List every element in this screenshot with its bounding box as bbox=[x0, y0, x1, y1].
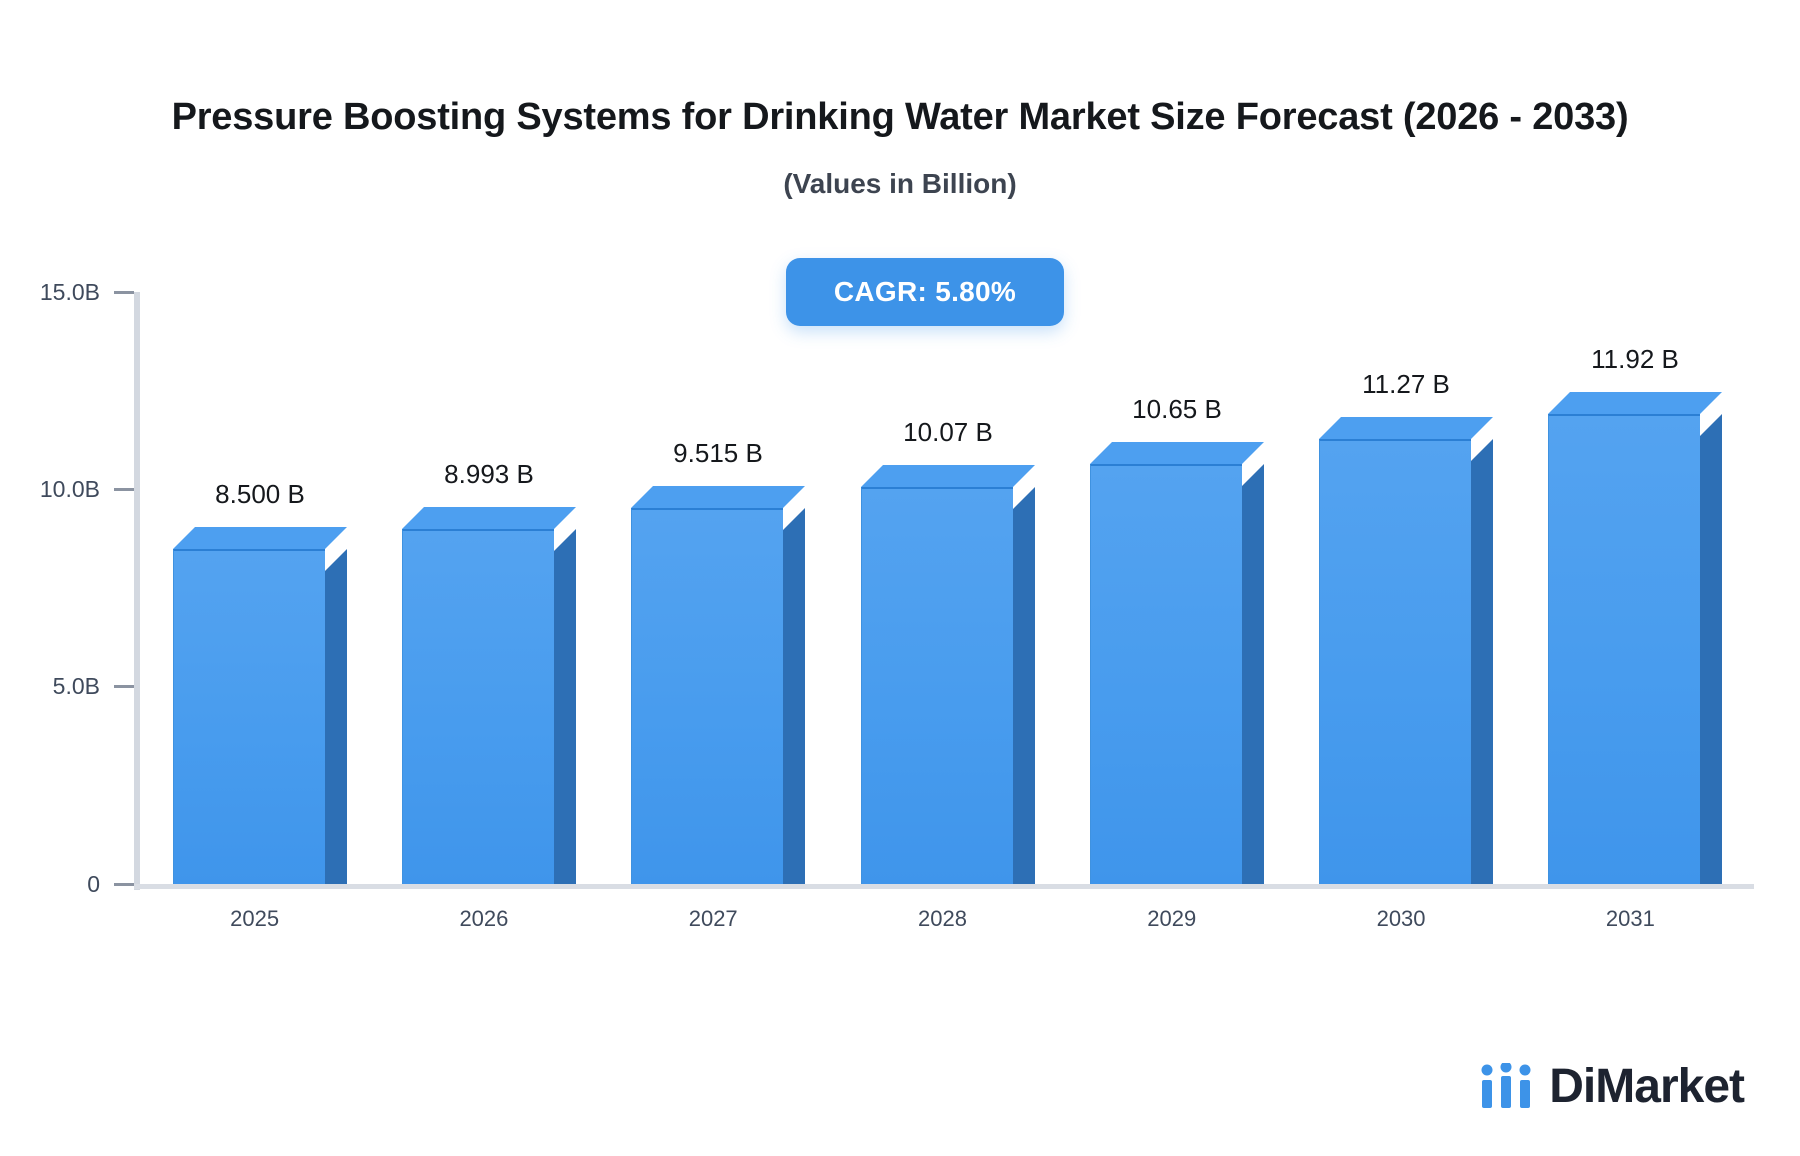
y-axis-tick-mark bbox=[114, 487, 134, 491]
y-axis-tick-label: 0 bbox=[87, 870, 100, 897]
bar-side-face bbox=[1242, 464, 1264, 884]
bar-value-label: 10.07 B bbox=[903, 417, 993, 447]
dimarket-logo: DiMarket bbox=[1479, 1059, 1745, 1114]
bar-top-face bbox=[402, 507, 576, 529]
y-axis-tick-label: 5.0B bbox=[52, 673, 100, 700]
x-axis-label: 2028 bbox=[918, 906, 967, 931]
bar-value-label: 10.65 B bbox=[1132, 394, 1222, 424]
bar[interactable] bbox=[861, 465, 1035, 884]
bar-top-face bbox=[631, 486, 805, 508]
bars-logo-icon bbox=[1479, 1062, 1535, 1109]
bar[interactable] bbox=[1319, 417, 1493, 884]
bar-front-face bbox=[173, 549, 325, 884]
bar-front-face bbox=[402, 529, 554, 884]
y-axis-tick: 15.0B bbox=[0, 276, 134, 308]
bar-front-face bbox=[1090, 464, 1242, 884]
x-axis-label: 2030 bbox=[1376, 906, 1426, 931]
y-axis-tick-mark bbox=[114, 685, 134, 689]
bar-top-face bbox=[1090, 442, 1264, 464]
bar-front-face bbox=[631, 508, 783, 884]
bar[interactable] bbox=[1548, 392, 1722, 884]
page-title: Pressure Boosting Systems for Drinking W… bbox=[171, 96, 1629, 138]
bar-front-face bbox=[861, 487, 1013, 884]
bar-top-face bbox=[861, 465, 1035, 487]
bar-front-face bbox=[1319, 439, 1471, 884]
y-axis-tick: 0 bbox=[0, 868, 134, 900]
logo-text: DiMarket bbox=[1549, 1060, 1745, 1113]
bar-side-face bbox=[1013, 487, 1035, 884]
bar-value-label: 9.515 B bbox=[673, 438, 763, 468]
bar[interactable] bbox=[402, 507, 576, 884]
bar-value-label: 11.92 B bbox=[1591, 344, 1679, 374]
y-axis-tick-label: 10.0B bbox=[39, 475, 100, 502]
bar-top-face bbox=[173, 527, 347, 549]
bar[interactable] bbox=[173, 527, 347, 884]
bar-top-face bbox=[1548, 392, 1722, 414]
bar-side-face bbox=[783, 508, 805, 884]
bar-side-face bbox=[1700, 414, 1722, 884]
bar-side-face bbox=[325, 549, 347, 884]
y-axis-line bbox=[134, 292, 140, 890]
bar-side-face bbox=[1471, 439, 1493, 884]
y-axis-tick-label: 15.0B bbox=[39, 278, 100, 305]
y-axis-tick-mark bbox=[114, 882, 134, 886]
bar-value-label: 11.27 B bbox=[1362, 369, 1450, 399]
bar-value-label: 8.993 B bbox=[444, 459, 534, 489]
y-axis-tick-mark bbox=[114, 290, 134, 294]
x-axis-line bbox=[134, 884, 1754, 889]
bar-top-face bbox=[1319, 417, 1493, 439]
x-axis-label: 2027 bbox=[688, 906, 738, 931]
bar-value-label: 8.500 B bbox=[215, 479, 305, 509]
y-axis-tick: 5.0B bbox=[0, 671, 134, 703]
cagr-badge: CAGR: 5.80% bbox=[786, 258, 1064, 326]
bar[interactable] bbox=[1090, 442, 1264, 884]
chart-subtitle: (Values in Billion) bbox=[783, 168, 1017, 199]
cagr-badge-label: CAGR: 5.80% bbox=[833, 276, 1017, 307]
bar[interactable] bbox=[631, 486, 805, 884]
x-axis-label: 2029 bbox=[1147, 906, 1197, 931]
x-axis-label: 2026 bbox=[459, 906, 509, 931]
bar-front-face bbox=[1548, 414, 1700, 884]
y-axis-tick: 10.0B bbox=[0, 473, 134, 505]
bar-side-face bbox=[554, 529, 576, 884]
x-axis-label: 2025 bbox=[230, 906, 280, 931]
x-axis-label: 2031 bbox=[1605, 906, 1655, 931]
